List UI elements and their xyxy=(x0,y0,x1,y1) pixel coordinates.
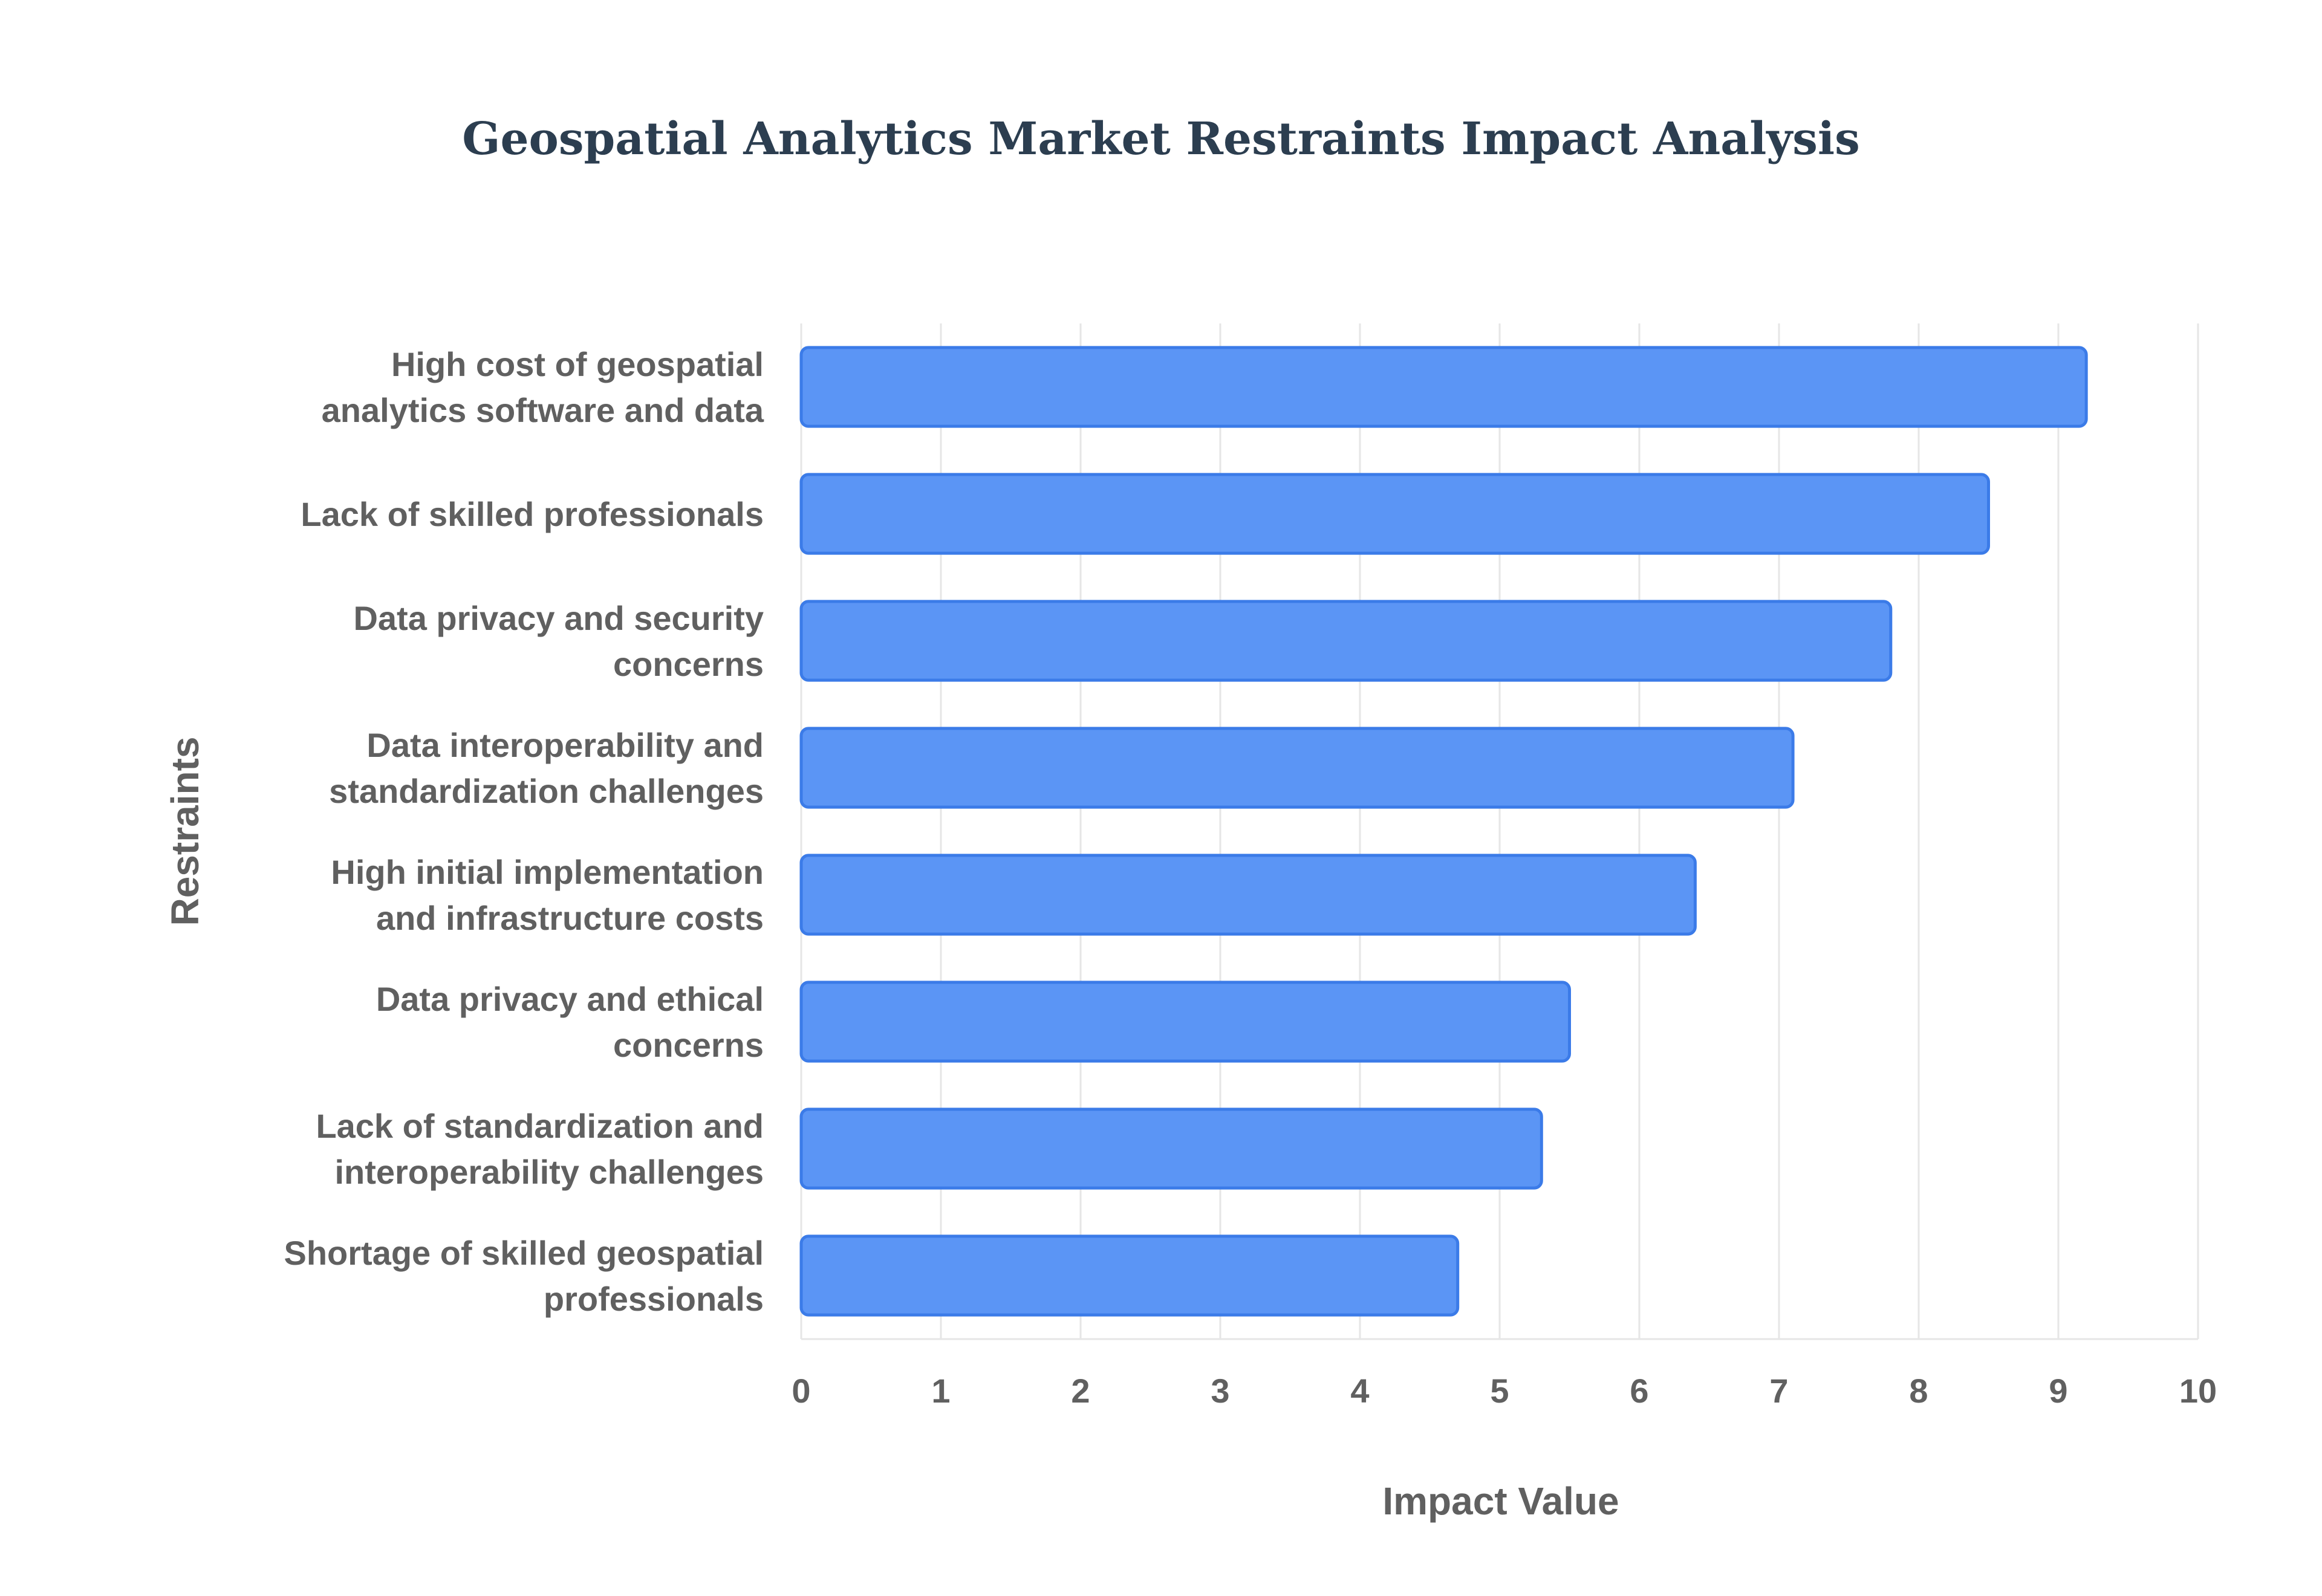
category-label-line: Lack of skilled professionals xyxy=(301,495,764,533)
category-label-line: Data privacy and ethical xyxy=(376,980,764,1018)
category-label: High initial implementation and infrastru… xyxy=(331,853,764,937)
category-label-line: standardization challenges xyxy=(329,772,764,810)
category-label-line: Lack of standardization and xyxy=(316,1107,764,1145)
category-label: Data privacy and ethical concerns xyxy=(376,980,764,1064)
bar xyxy=(799,473,1990,555)
x-tick-label: 6 xyxy=(1630,1372,1648,1410)
category-label-line: Data interoperability and xyxy=(366,726,764,764)
category-labels: High cost of geospatial analytics softwar… xyxy=(284,345,764,1318)
category-label-line: interoperability challenges xyxy=(334,1153,764,1191)
category-label-line: Shortage of skilled geospatial xyxy=(284,1234,764,1272)
category-label: Shortage of skilled geospatial profession… xyxy=(284,1234,764,1318)
bar xyxy=(799,1108,1543,1190)
category-label-line: High cost of geospatial xyxy=(391,345,764,383)
bar-layer xyxy=(799,346,2088,1317)
bar xyxy=(799,981,1571,1063)
category-label-line: concerns xyxy=(613,1026,764,1064)
category-label: Lack of standardization and interoperabil… xyxy=(316,1107,764,1191)
x-tick-label: 8 xyxy=(1909,1372,1928,1410)
category-label-line: Data privacy and security xyxy=(353,599,764,637)
bar xyxy=(799,346,2088,428)
chart-title: Geospatial Analytics Market Restraints I… xyxy=(462,113,1860,165)
bar xyxy=(799,854,1697,936)
x-tick-label: 4 xyxy=(1350,1372,1369,1410)
category-label-line: concerns xyxy=(613,645,764,683)
category-label-line: and infrastructure costs xyxy=(376,899,764,937)
bar xyxy=(799,727,1795,809)
y-axis-title: Restraints xyxy=(163,737,207,926)
category-label: Lack of skilled professionals xyxy=(301,495,764,533)
category-label: Data interoperability and standardization… xyxy=(329,726,764,810)
x-tick-label: 10 xyxy=(2179,1372,2217,1410)
category-label-line: professionals xyxy=(544,1280,764,1318)
x-tick-label: 0 xyxy=(792,1372,810,1410)
category-label-line: analytics software and data xyxy=(322,391,764,429)
x-tick-labels: 0 1 2 3 4 5 6 7 8 9 10 xyxy=(792,1372,2217,1410)
x-axis-title: Impact Value xyxy=(1382,1479,1619,1523)
category-label: High cost of geospatial analytics softwar… xyxy=(322,345,764,429)
x-tick-label: 1 xyxy=(931,1372,950,1410)
x-tick-label: 7 xyxy=(1769,1372,1788,1410)
category-label: Data privacy and security concerns xyxy=(353,599,764,683)
bar xyxy=(799,600,1893,682)
bar xyxy=(799,1234,1460,1317)
category-label-line: High initial implementation xyxy=(331,853,764,891)
x-tick-label: 3 xyxy=(1211,1372,1229,1410)
x-tick-label: 5 xyxy=(1490,1372,1509,1410)
x-tick-label: 9 xyxy=(2049,1372,2067,1410)
x-tick-label: 2 xyxy=(1071,1372,1090,1410)
